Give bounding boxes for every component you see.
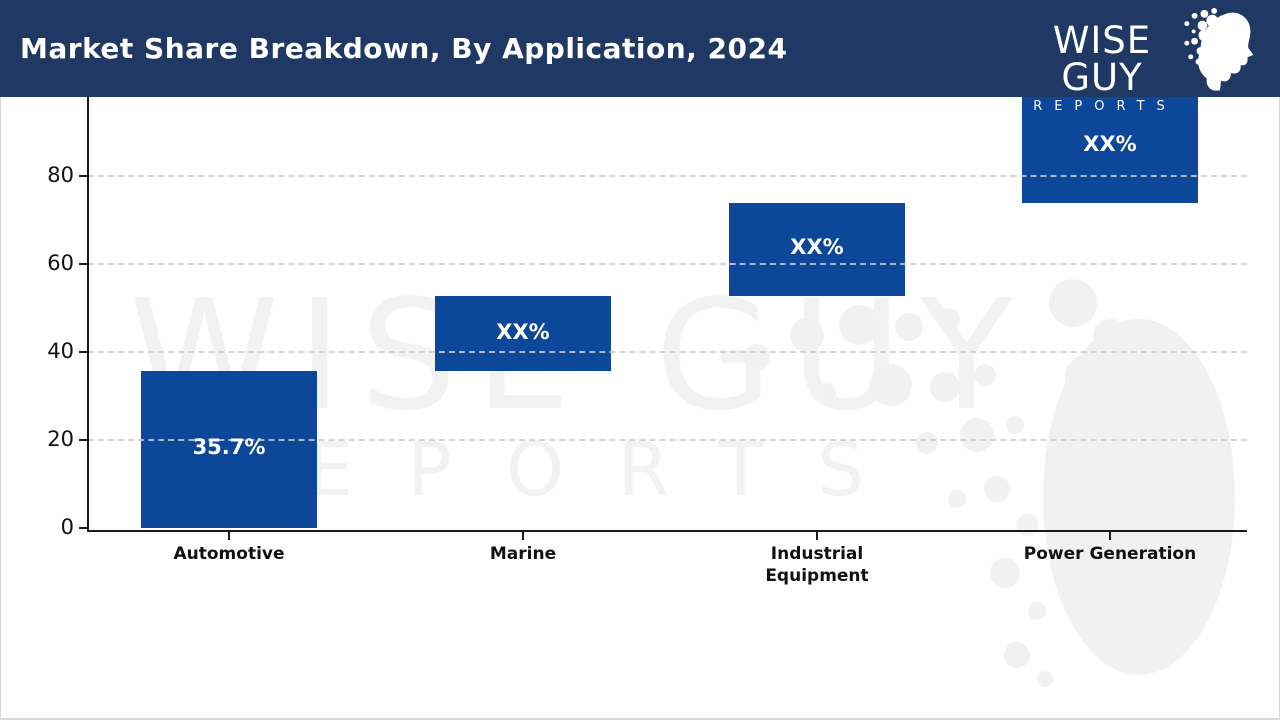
gridline-60 (88, 263, 1247, 265)
bar-value-label-power-generation: XX% (1083, 131, 1137, 156)
x-axis-category-label-industrial-equipment: Industrial Equipment (765, 544, 869, 587)
y-axis-line (87, 66, 89, 532)
y-axis-tick-mark (79, 439, 88, 441)
watermark-face-dots (744, 279, 1235, 687)
wiseguy-logo: WISE GUY REPORTS (1008, 0, 1268, 114)
x-axis-category-label-automotive: Automotive (173, 544, 285, 564)
y-axis-tick-mark (79, 175, 88, 177)
y-axis-tick-label: 20 (47, 427, 74, 451)
wiseguy-face-icon (1184, 7, 1254, 91)
logo-brand-subtitle: REPORTS (1033, 99, 1177, 114)
y-axis-tick-label: 60 (47, 251, 74, 275)
y-axis-tick-mark (79, 527, 88, 529)
logo-brand-name: WISE GUY (1052, 19, 1152, 99)
x-axis-tick-mark (228, 532, 230, 540)
y-axis-tick-mark (79, 263, 88, 265)
gridline-80 (88, 175, 1247, 177)
y-axis-tick-label: 0 (60, 515, 74, 539)
y-axis-tick-mark (79, 351, 88, 353)
bar-value-label-marine: XX% (496, 319, 550, 344)
header-bar: Market Share Breakdown, By Application, … (0, 0, 1280, 114)
x-axis-tick-mark (1109, 532, 1111, 540)
bar-value-label-automotive: 35.7% (192, 435, 266, 460)
x-axis-category-label-power-generation: Power Generation (1023, 544, 1197, 564)
bar-marine[interactable] (435, 296, 611, 371)
bar-power-generation[interactable] (1022, 88, 1198, 203)
bar-value-label-industrial-equipment: XX% (790, 235, 844, 260)
plot-region: 02040608010035.7%XX%XX%XX%AutomotiveMari… (34, 66, 1247, 587)
x-axis-tick-mark (816, 532, 818, 540)
x-axis-category-label-marine: Marine (489, 544, 557, 564)
page-title: Market Share Breakdown, By Application, … (20, 32, 788, 65)
y-axis-tick-label: 40 (47, 339, 74, 363)
bar-industrial-equipment[interactable] (729, 202, 905, 297)
y-axis-tick-label: 80 (47, 163, 74, 187)
logo-text: WISE GUY REPORTS (1008, 22, 1196, 114)
bar-automotive[interactable] (141, 370, 317, 528)
x-axis-line (87, 530, 1247, 532)
gridline-20 (88, 439, 1247, 441)
x-axis-tick-mark (522, 532, 524, 540)
gridline-40 (88, 351, 1247, 353)
